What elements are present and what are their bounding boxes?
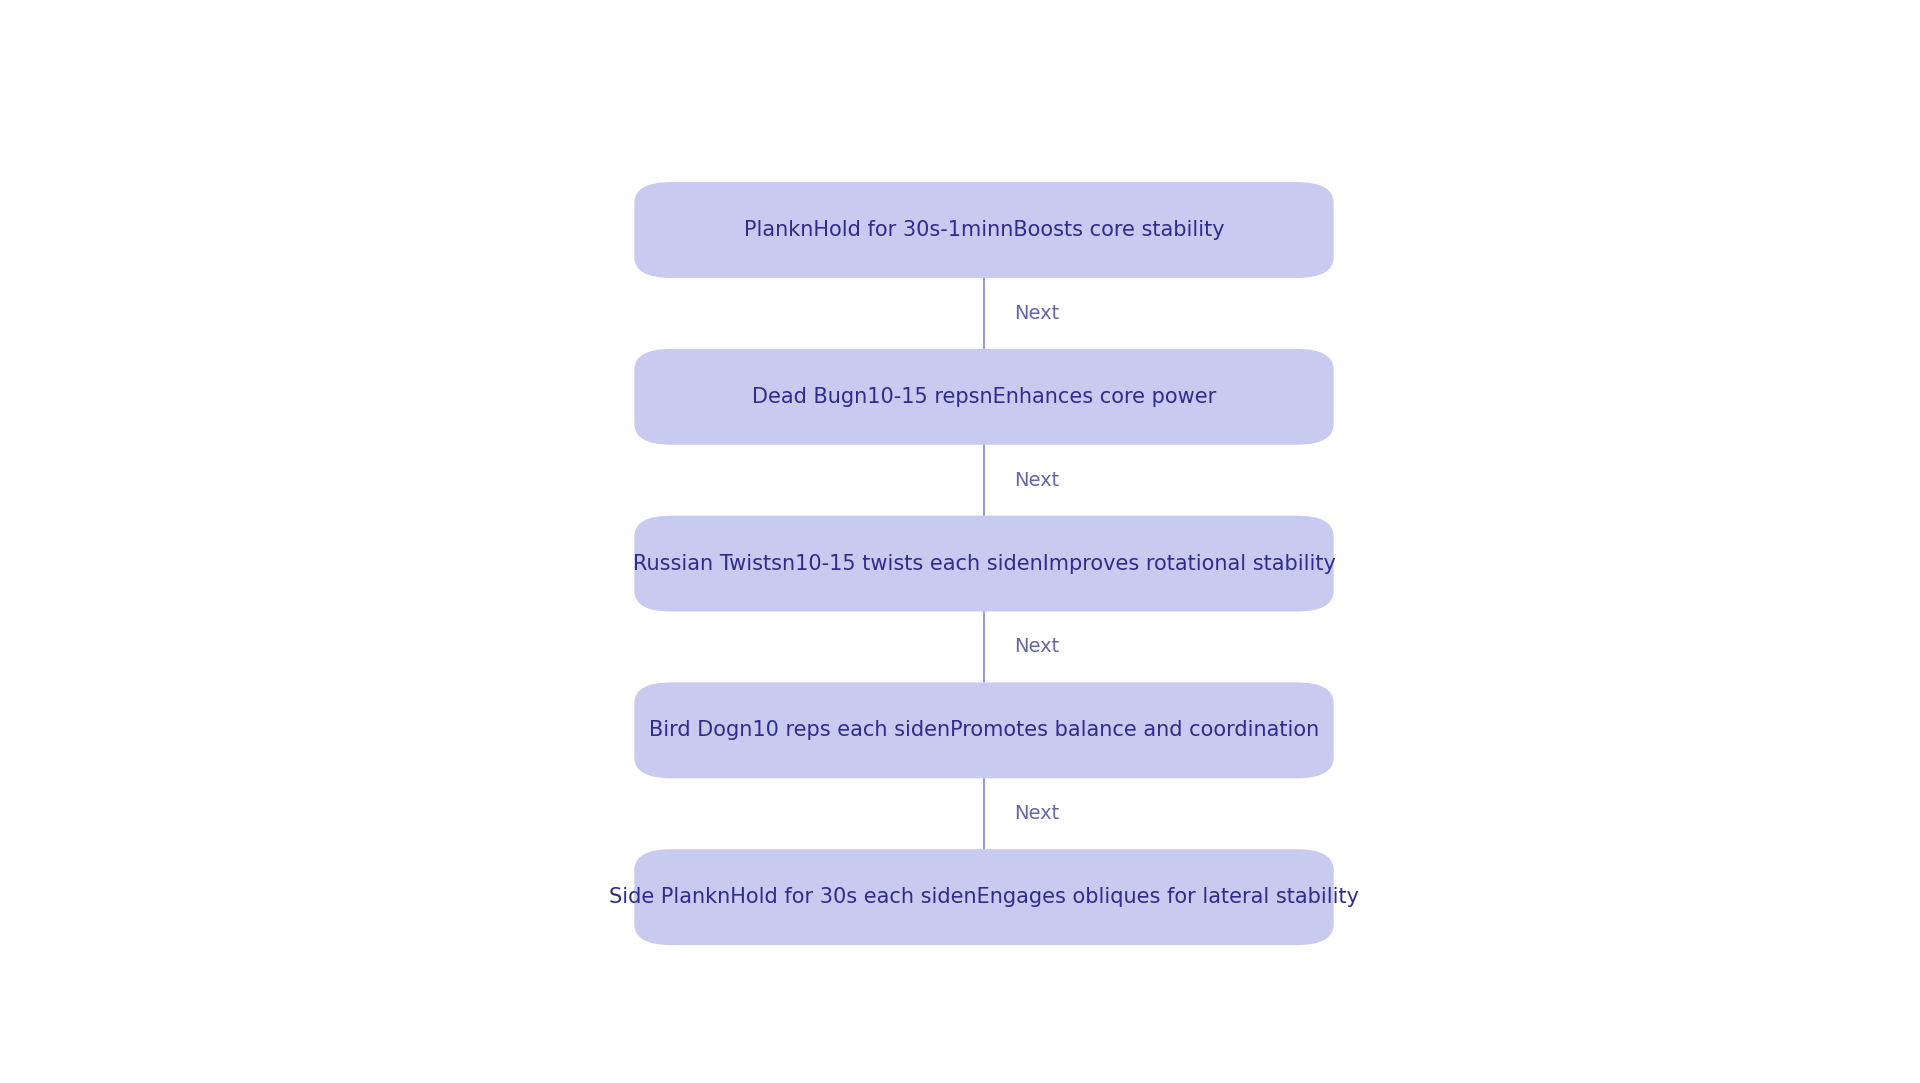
Text: Next: Next [1014, 805, 1060, 823]
Text: Bird Dogn10 reps each sidenPromotes balance and coordination: Bird Dogn10 reps each sidenPromotes bala… [649, 720, 1319, 741]
Text: PlanknHold for 30s-1minnBoosts core stability: PlanknHold for 30s-1minnBoosts core stab… [743, 220, 1225, 240]
FancyBboxPatch shape [634, 849, 1334, 945]
Text: Next: Next [1014, 638, 1060, 656]
FancyBboxPatch shape [634, 516, 1334, 612]
Text: Side PlanknHold for 30s each sidenEngages obliques for lateral stability: Side PlanknHold for 30s each sidenEngage… [609, 887, 1359, 908]
Text: Dead Bugn10-15 repsnEnhances core power: Dead Bugn10-15 repsnEnhances core power [753, 387, 1215, 407]
Text: Next: Next [1014, 304, 1060, 323]
FancyBboxPatch shape [634, 182, 1334, 278]
Text: Russian Twistsn10-15 twists each sidenImproves rotational stability: Russian Twistsn10-15 twists each sidenIm… [632, 553, 1336, 574]
Text: Next: Next [1014, 471, 1060, 490]
FancyBboxPatch shape [634, 682, 1334, 779]
FancyBboxPatch shape [634, 349, 1334, 445]
